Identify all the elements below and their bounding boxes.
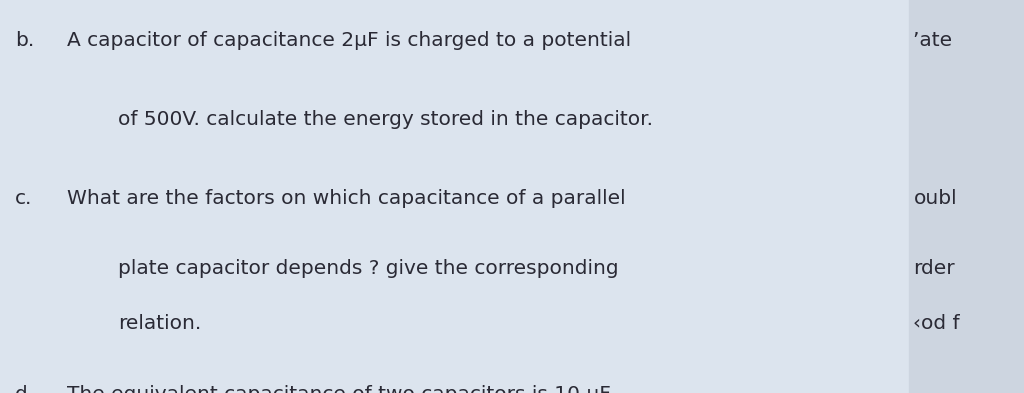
- Text: d.: d.: [15, 385, 35, 393]
- Text: A capacitor of capacitance 2μF is charged to a potential: A capacitor of capacitance 2μF is charge…: [67, 31, 631, 50]
- Text: of 500V. calculate the energy stored in the capacitor.: of 500V. calculate the energy stored in …: [118, 110, 652, 129]
- Text: ’ate: ’ate: [913, 31, 958, 50]
- Text: oubl: oubl: [913, 189, 957, 208]
- Text: rder: rder: [913, 259, 955, 278]
- Text: plate capacitor depends ? give the corresponding: plate capacitor depends ? give the corre…: [118, 259, 618, 278]
- Text: relation.: relation.: [118, 314, 201, 333]
- Text: ‹od f: ‹od f: [913, 314, 961, 333]
- Text: b.: b.: [15, 31, 35, 50]
- Bar: [909, 0, 1024, 393]
- Text: c.: c.: [15, 189, 33, 208]
- Text: The equivalent capacitance of two capacitors is 10 μF: The equivalent capacitance of two capaci…: [67, 385, 610, 393]
- Text: What are the factors on which capacitance of a parallel: What are the factors on which capacitanc…: [67, 189, 626, 208]
